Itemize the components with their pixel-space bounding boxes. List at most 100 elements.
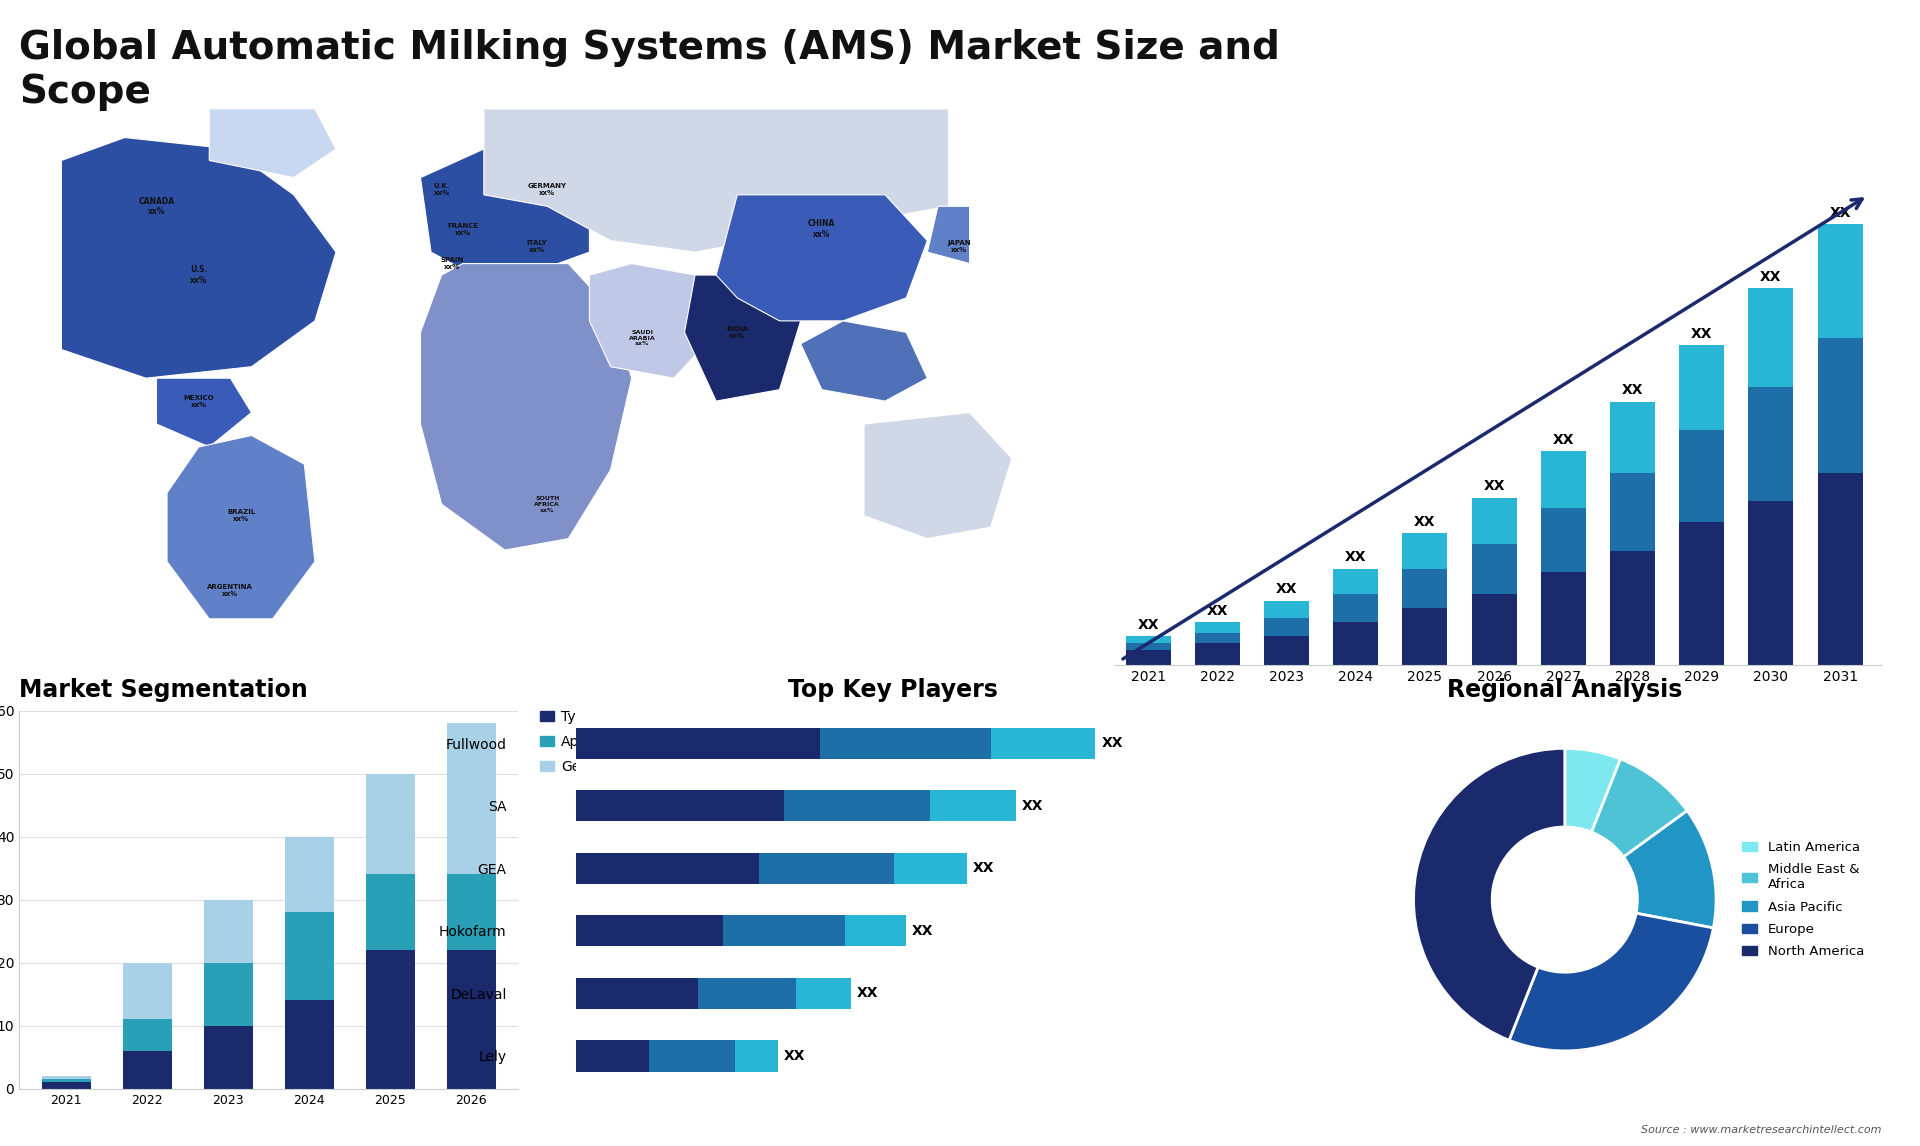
- Polygon shape: [684, 275, 801, 401]
- Bar: [1194, 633, 1240, 643]
- Bar: [735, 1041, 778, 1072]
- Bar: [1611, 401, 1655, 473]
- Bar: [123, 1051, 171, 1089]
- Polygon shape: [61, 138, 336, 378]
- Bar: [1263, 601, 1309, 619]
- Wedge shape: [1413, 748, 1565, 1041]
- Polygon shape: [589, 264, 716, 378]
- Bar: [42, 1080, 90, 1082]
- Text: MARKET: MARKET: [1782, 49, 1824, 58]
- Bar: [123, 963, 171, 1020]
- Bar: [1125, 643, 1171, 651]
- Bar: [931, 791, 1016, 822]
- Text: INTELLECT: INTELLECT: [1776, 108, 1830, 117]
- Bar: [1471, 497, 1517, 544]
- Bar: [845, 916, 906, 947]
- Bar: [1611, 473, 1655, 551]
- Bar: [1332, 568, 1379, 594]
- Text: SPAIN
xx%: SPAIN xx%: [440, 257, 465, 270]
- Bar: [284, 912, 334, 1000]
- Text: XX: XX: [1484, 479, 1505, 493]
- Bar: [447, 950, 495, 1089]
- Bar: [722, 916, 845, 947]
- Text: U.S.
xx%: U.S. xx%: [190, 266, 207, 284]
- Legend: Type, Application, Geography: Type, Application, Geography: [540, 709, 639, 775]
- Bar: [1332, 594, 1379, 622]
- Text: FRANCE
xx%: FRANCE xx%: [447, 222, 478, 236]
- Bar: [123, 1020, 171, 1051]
- Title: Regional Analysis: Regional Analysis: [1448, 677, 1682, 701]
- Bar: [284, 837, 334, 912]
- Text: XX: XX: [1275, 582, 1298, 596]
- Wedge shape: [1509, 913, 1713, 1051]
- Polygon shape: [420, 264, 632, 550]
- Text: RESEARCH: RESEARCH: [1776, 79, 1830, 87]
- Polygon shape: [927, 206, 970, 264]
- Text: XX: XX: [1761, 269, 1782, 283]
- Text: BRAZIL
xx%: BRAZIL xx%: [227, 509, 255, 523]
- Bar: [1749, 288, 1793, 387]
- Bar: [991, 728, 1094, 759]
- Bar: [699, 978, 797, 1008]
- Bar: [576, 728, 820, 759]
- Polygon shape: [484, 109, 948, 252]
- Wedge shape: [1565, 748, 1620, 832]
- Text: ARGENTINA
xx%: ARGENTINA xx%: [207, 583, 253, 597]
- Text: Market Segmentation: Market Segmentation: [19, 677, 307, 701]
- Bar: [1125, 651, 1171, 665]
- Bar: [42, 1076, 90, 1080]
- Bar: [1402, 533, 1448, 568]
- Bar: [447, 874, 495, 950]
- Bar: [1263, 636, 1309, 665]
- Bar: [367, 874, 415, 950]
- Bar: [1680, 345, 1724, 430]
- Bar: [1402, 568, 1448, 607]
- Bar: [1818, 473, 1862, 665]
- Bar: [284, 1000, 334, 1089]
- Bar: [797, 978, 851, 1008]
- Polygon shape: [420, 149, 589, 275]
- Text: XX: XX: [1692, 327, 1713, 340]
- Polygon shape: [1649, 37, 1763, 103]
- Text: CHINA
xx%: CHINA xx%: [808, 220, 835, 238]
- Bar: [1818, 223, 1862, 338]
- Bar: [1332, 622, 1379, 665]
- Text: XX: XX: [912, 924, 933, 937]
- Bar: [367, 774, 415, 874]
- Text: MEXICO
xx%: MEXICO xx%: [184, 394, 213, 408]
- Text: XX: XX: [1206, 604, 1229, 618]
- Bar: [1818, 338, 1862, 473]
- Bar: [1542, 452, 1586, 509]
- Text: XX: XX: [1021, 799, 1044, 813]
- Bar: [1263, 619, 1309, 636]
- Bar: [1402, 607, 1448, 665]
- Bar: [1542, 509, 1586, 572]
- Bar: [1749, 387, 1793, 501]
- Text: XX: XX: [1137, 618, 1160, 631]
- Text: XX: XX: [783, 1049, 804, 1062]
- Bar: [447, 723, 495, 874]
- Text: Global Automatic Milking Systems (AMS) Market Size and
Scope: Global Automatic Milking Systems (AMS) M…: [19, 29, 1281, 111]
- Polygon shape: [209, 109, 336, 178]
- Text: CANADA
xx%: CANADA xx%: [138, 197, 175, 215]
- Bar: [42, 1082, 90, 1089]
- Text: XX: XX: [1102, 737, 1123, 751]
- Bar: [1125, 636, 1171, 643]
- Bar: [1749, 501, 1793, 665]
- Bar: [1194, 643, 1240, 665]
- Text: XX: XX: [1553, 433, 1574, 447]
- Text: XX: XX: [973, 862, 995, 876]
- Bar: [576, 978, 699, 1008]
- Text: U.K.
xx%: U.K. xx%: [434, 182, 449, 196]
- Text: INDIA
xx%: INDIA xx%: [726, 325, 749, 339]
- Text: GERMANY
xx%: GERMANY xx%: [528, 182, 566, 196]
- Bar: [1680, 523, 1724, 665]
- Text: XX: XX: [856, 987, 879, 1000]
- Text: ITALY
xx%: ITALY xx%: [526, 240, 547, 253]
- Text: XX: XX: [1622, 384, 1644, 398]
- Bar: [783, 791, 931, 822]
- Text: JAPAN
xx%: JAPAN xx%: [947, 240, 972, 253]
- Bar: [820, 728, 991, 759]
- Bar: [204, 1026, 253, 1089]
- Bar: [893, 853, 968, 884]
